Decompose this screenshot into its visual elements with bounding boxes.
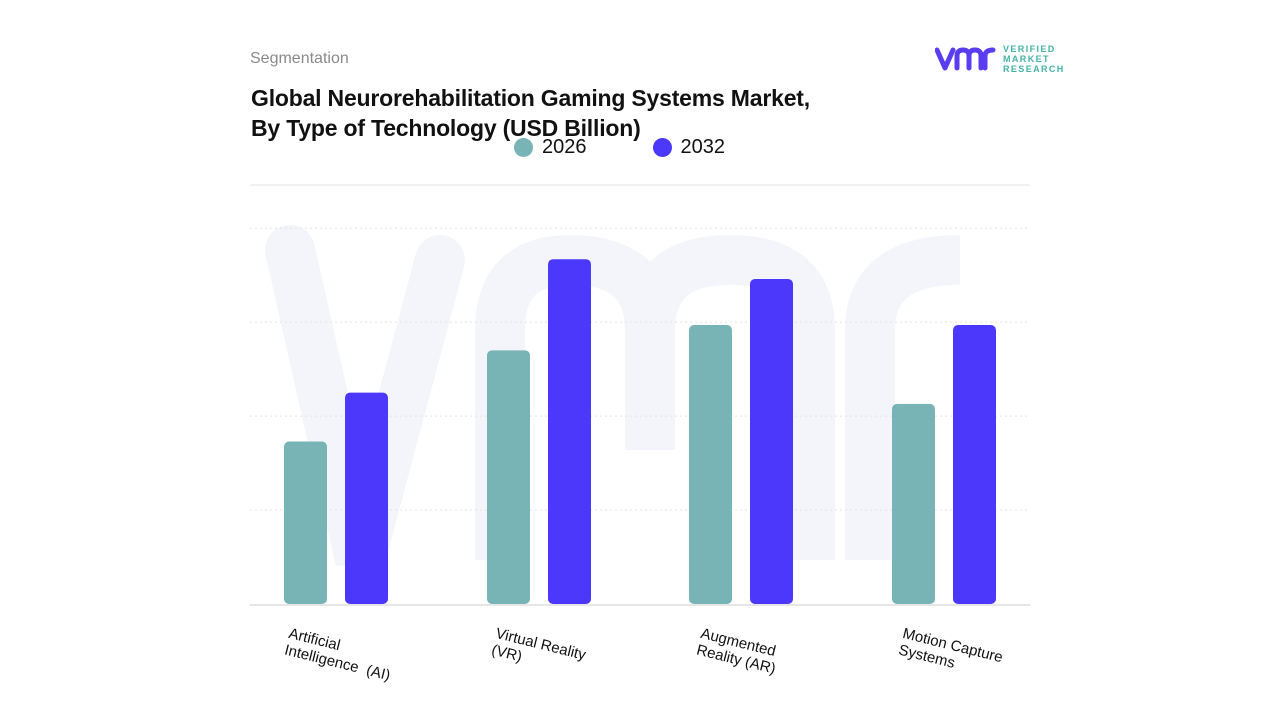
section-label: Segmentation (250, 50, 349, 67)
legend-label-2026: 2026 (542, 136, 587, 158)
legend: 2026 2032 (514, 136, 725, 159)
bar-2026-0 (284, 441, 327, 604)
title-line-2: By Type of Technology (USD Billion) (251, 115, 641, 141)
bar-2026-2 (689, 324, 732, 604)
bar-2026-1 (487, 350, 530, 604)
bar-2032-0 (345, 392, 388, 604)
logo-line-2: MARKET (1003, 54, 1050, 64)
chart-title: Global Neurorehabilitation Gaming System… (251, 83, 810, 143)
vmr-logo: VERIFIED MARKET RESEARCH (935, 44, 1065, 74)
bar-2032-1 (548, 259, 591, 604)
legend-label-2032: 2032 (680, 136, 726, 158)
legend-item-2032: 2032 (652, 136, 726, 159)
legend-item-2026: 2026 (514, 136, 587, 159)
legend-swatch-2026 (514, 138, 533, 157)
bar-2032-3 (953, 324, 996, 604)
watermark (265, 225, 961, 567)
bar-2032-2 (750, 278, 793, 604)
vmr-logo-icon (935, 47, 996, 71)
logo-line-1: VERIFIED (1003, 44, 1056, 54)
title-line-1: Global Neurorehabilitation Gaming System… (251, 85, 810, 111)
logo-line-3: RESEARCH (1003, 64, 1065, 74)
bar-2026-3 (892, 403, 935, 604)
legend-swatch-2032 (652, 138, 672, 157)
